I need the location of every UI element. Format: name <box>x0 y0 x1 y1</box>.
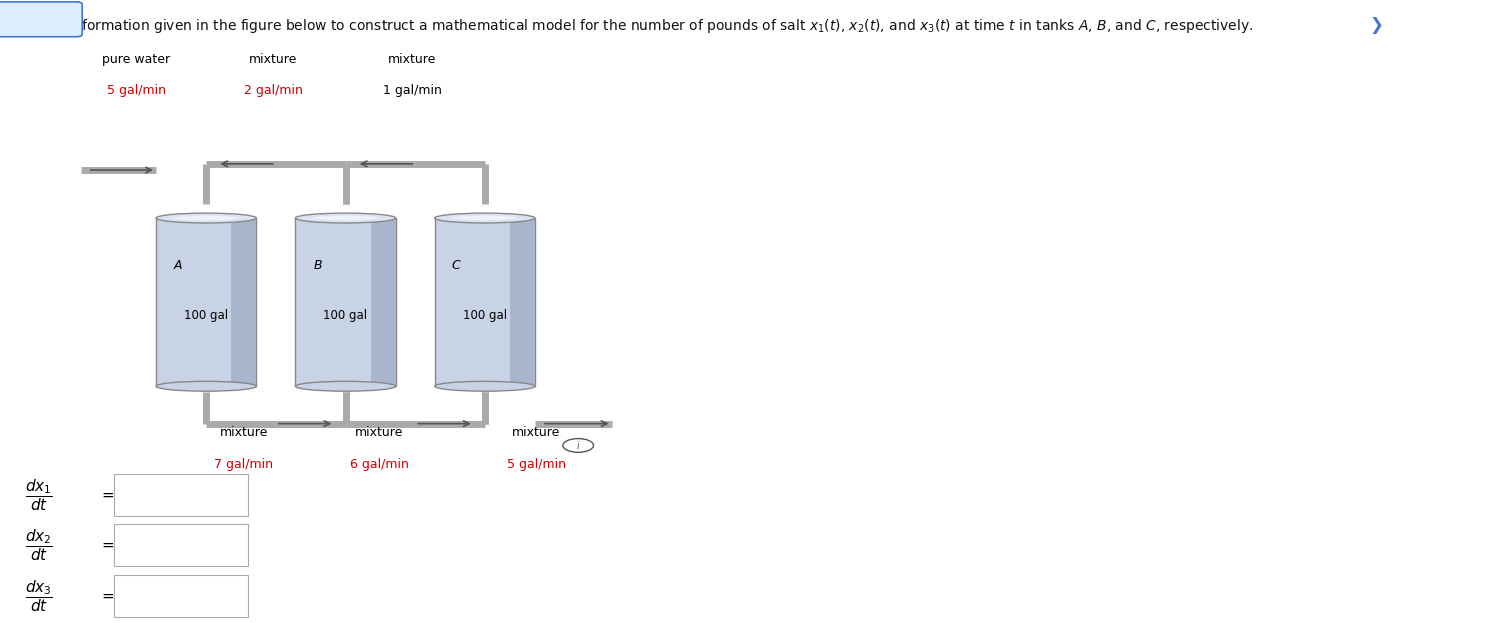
Ellipse shape <box>313 216 378 221</box>
Text: mixture: mixture <box>355 427 404 439</box>
Text: =: = <box>101 538 115 553</box>
Circle shape <box>563 439 593 452</box>
Text: $A$: $A$ <box>173 259 183 272</box>
FancyBboxPatch shape <box>0 2 82 37</box>
Text: $\dfrac{dx_3}{dt}$: $\dfrac{dx_3}{dt}$ <box>25 579 54 614</box>
Text: $\dfrac{dx_2}{dt}$: $\dfrac{dx_2}{dt}$ <box>25 528 54 563</box>
FancyBboxPatch shape <box>115 524 247 566</box>
Bar <box>231 218 256 386</box>
Bar <box>371 218 396 386</box>
Ellipse shape <box>174 216 238 221</box>
Ellipse shape <box>435 213 535 223</box>
Ellipse shape <box>453 216 517 221</box>
Bar <box>510 218 535 386</box>
Text: =: = <box>101 589 115 604</box>
Text: =: = <box>101 488 115 503</box>
Text: $B$: $B$ <box>313 259 322 272</box>
Text: i: i <box>577 441 580 451</box>
Ellipse shape <box>295 213 396 223</box>
Ellipse shape <box>156 213 256 223</box>
Text: $C$: $C$ <box>451 259 462 272</box>
Bar <box>295 218 396 386</box>
Text: mixture: mixture <box>219 427 268 439</box>
Text: 5 gal/min: 5 gal/min <box>107 84 165 97</box>
Text: 7 gal/min: 7 gal/min <box>215 458 273 470</box>
Text: mixture: mixture <box>513 427 560 439</box>
Text: 6 gal/min: 6 gal/min <box>350 458 408 470</box>
Bar <box>435 218 535 386</box>
Ellipse shape <box>295 381 396 391</box>
Text: 100 gal: 100 gal <box>323 309 368 322</box>
Ellipse shape <box>435 381 535 391</box>
FancyBboxPatch shape <box>115 474 247 516</box>
Text: 5 gal/min: 5 gal/min <box>507 458 566 470</box>
Text: 100 gal: 100 gal <box>463 309 507 322</box>
Text: 100 gal: 100 gal <box>185 309 228 322</box>
Text: pure water: pure water <box>103 53 170 65</box>
Text: ❯: ❯ <box>1369 16 1383 34</box>
Text: 2 gal/min: 2 gal/min <box>244 84 302 97</box>
Text: mixture: mixture <box>249 53 298 65</box>
FancyBboxPatch shape <box>115 575 247 617</box>
Bar <box>156 218 256 386</box>
Text: mixture: mixture <box>389 53 437 65</box>
Text: $\dfrac{dx_1}{dt}$: $\dfrac{dx_1}{dt}$ <box>25 478 54 513</box>
Text: 1 gal/min: 1 gal/min <box>383 84 443 97</box>
Text: Use the information given in the figure below to construct a mathematical model : Use the information given in the figure … <box>10 17 1253 36</box>
Ellipse shape <box>156 381 256 391</box>
